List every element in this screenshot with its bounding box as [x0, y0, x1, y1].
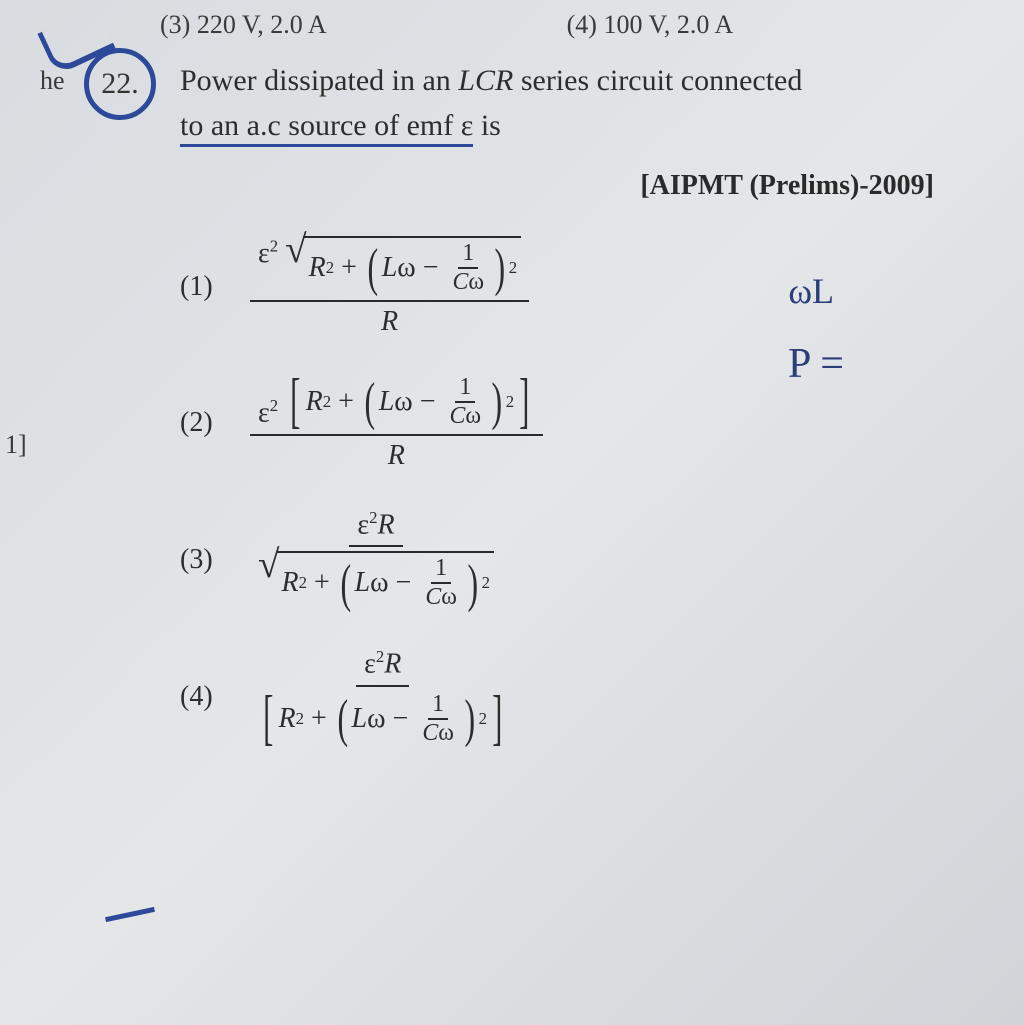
L-sym: L — [382, 252, 398, 284]
option-2-formula: ε2 [ R2 + ( Lω − 1Cω )2 ] R — [250, 370, 543, 476]
R2: R — [306, 386, 323, 418]
option-4: (4) ε2R [ R2 + ( Lω − 1Cω )2 ] — [180, 643, 984, 750]
option-3-number: (3) — [180, 544, 230, 576]
handwriting-p: P = — [788, 340, 844, 388]
m3: − — [396, 567, 412, 599]
option-3: (3) ε2R √ R2 + ( Lω − 1Cω — [180, 504, 984, 615]
w3: ω — [394, 386, 412, 418]
C2: C — [450, 403, 466, 429]
s3: 2 — [323, 392, 331, 412]
o2: 1 — [455, 374, 475, 403]
C4: C — [422, 720, 438, 746]
L3: L — [355, 567, 371, 599]
s4: 2 — [506, 392, 514, 412]
R5: R — [384, 649, 401, 680]
eps2: ε — [258, 397, 270, 428]
left-margin-marker: 1] — [5, 430, 27, 460]
s9: 2 — [296, 709, 304, 729]
prev-option-4: (4) 100 V, 2.0 A — [567, 10, 734, 40]
question-number-circle: 22. — [84, 48, 156, 120]
sqrt2-icon: √ R2 + ( Lω − 1Cω )2 — [258, 551, 494, 611]
option-2: (2) ε2 [ R2 + ( Lω − 1Cω )2 ] R — [180, 370, 984, 476]
denom-R2: R — [380, 436, 413, 476]
L4: L — [352, 703, 368, 735]
w6: ω — [441, 584, 457, 610]
w2: ω — [468, 269, 484, 295]
w4: ω — [465, 403, 481, 429]
R3: R — [378, 509, 395, 540]
C-sym: C — [453, 269, 469, 295]
s2: 2 — [270, 396, 278, 415]
o3: 1 — [431, 555, 451, 584]
C3: C — [425, 584, 441, 610]
prev-question-options: (3) 220 V, 2.0 A (4) 100 V, 2.0 A — [40, 10, 984, 40]
prev-option-3: (3) 220 V, 2.0 A — [160, 10, 327, 40]
option-3-formula: ε2R √ R2 + ( Lω − 1Cω )2 — [250, 504, 502, 615]
m2: − — [420, 386, 436, 418]
denom-R: R — [373, 302, 406, 342]
option-4-number: (4) — [180, 681, 230, 713]
sup-2: 2 — [270, 237, 278, 256]
R4: R — [282, 567, 299, 599]
sqrt-icon: √ R2 + ( Lω − 1Cω )2 — [285, 236, 521, 296]
qtext-4: is — [473, 109, 501, 142]
p2: + — [338, 386, 354, 418]
source-tag: [AIPMT (Prelims)-2009] — [40, 170, 934, 202]
sup2: 2 — [509, 258, 517, 278]
w-sym: ω — [397, 252, 415, 284]
minus-sym: − — [423, 252, 439, 284]
question-text: Power dissipated in an LCR series circui… — [180, 48, 802, 148]
option-1-number: (1) — [180, 271, 230, 303]
option-1: (1) ε2 √ R2 + ( Lω − 1Cω )2 — [180, 232, 984, 342]
m4: − — [393, 703, 409, 735]
option-2-number: (2) — [180, 407, 230, 439]
R6: R — [279, 703, 296, 735]
eps4: ε — [364, 649, 376, 680]
w5: ω — [370, 567, 388, 599]
qtext-2: series circuit connected — [513, 64, 802, 97]
eps3: ε — [357, 509, 369, 540]
one: 1 — [458, 240, 478, 269]
option-4-formula: ε2R [ R2 + ( Lω − 1Cω )2 ] — [250, 643, 516, 750]
eps-sym: ε — [258, 238, 270, 269]
o4: 1 — [428, 691, 448, 720]
L2: L — [379, 386, 395, 418]
p3: + — [314, 567, 330, 599]
p4: + — [311, 703, 327, 735]
R-sym: R — [309, 252, 326, 284]
qtext-1: Power dissipated in an — [180, 64, 458, 97]
handwriting-wl: ωL — [788, 270, 834, 312]
s10: 2 — [479, 709, 487, 729]
option-1-formula: ε2 √ R2 + ( Lω − 1Cω )2 — [250, 232, 529, 342]
qtext-lcr: LCR — [458, 64, 513, 97]
question-number: 22. — [101, 67, 139, 101]
plus-sym: + — [341, 252, 357, 284]
page-root: (3) 220 V, 2.0 A (4) 100 V, 2.0 A he 22.… — [0, 0, 1024, 1025]
option4-pen-mark — [105, 907, 155, 922]
qtext-3: to an a.c source of emf ε — [180, 109, 473, 147]
s7: 2 — [482, 573, 490, 593]
s5: 2 — [369, 508, 377, 527]
sup: 2 — [326, 258, 334, 278]
s6: 2 — [299, 573, 307, 593]
question-row: he 22. Power dissipated in an LCR series… — [40, 48, 984, 148]
w8: ω — [438, 720, 454, 746]
options-list: (1) ε2 √ R2 + ( Lω − 1Cω )2 — [180, 232, 984, 751]
w7: ω — [367, 703, 385, 735]
